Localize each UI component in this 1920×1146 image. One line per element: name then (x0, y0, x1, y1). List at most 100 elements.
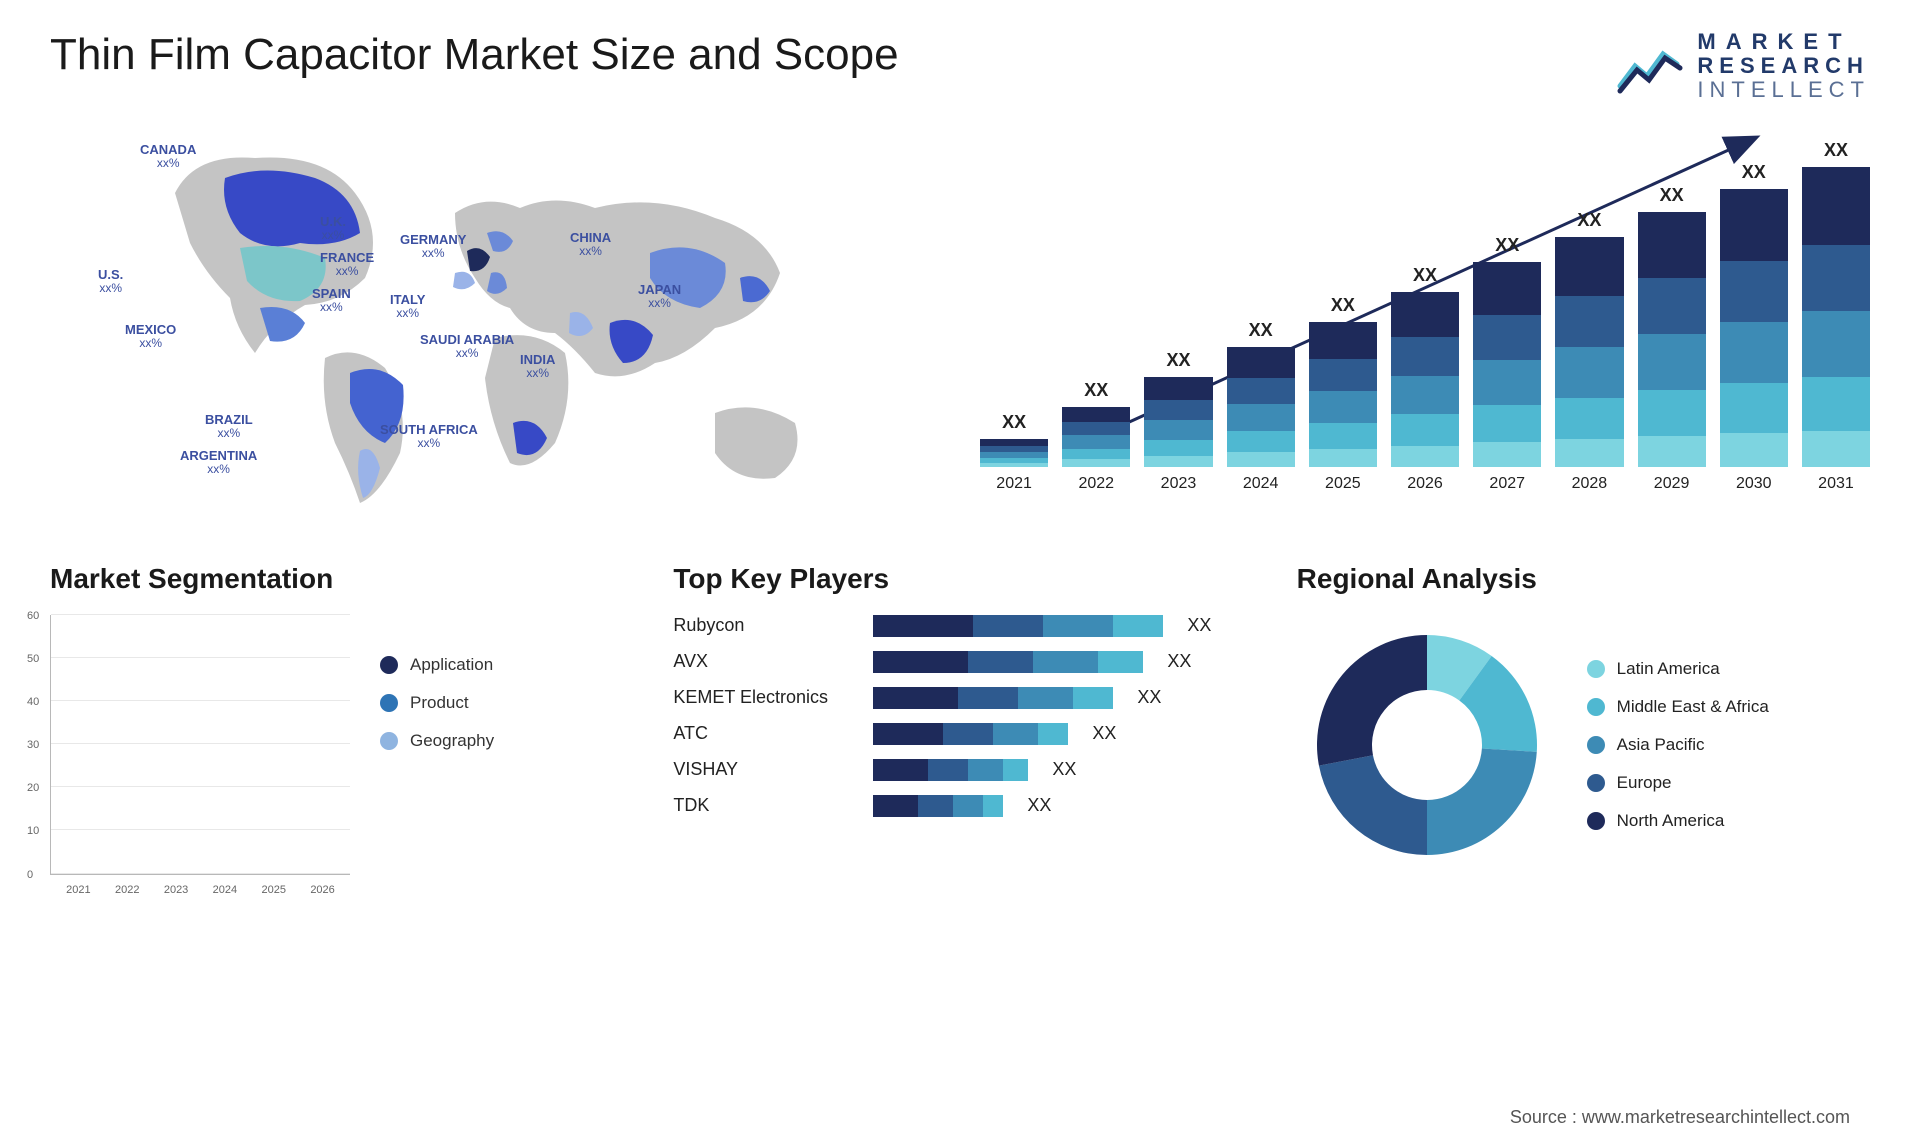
top-row: CANADAxx%U.S.xx%MEXICOxx%BRAZILxx%ARGENT… (50, 123, 1870, 523)
header: Thin Film Capacitor Market Size and Scop… (50, 30, 1870, 103)
key-player-bar (873, 759, 1028, 781)
segmentation-legend: Application Product Geography (380, 615, 494, 875)
growth-bar: XX 2021 (980, 412, 1048, 493)
legend-label: Application (410, 655, 493, 675)
key-player-bar (873, 615, 1163, 637)
growth-value-label: XX (1166, 350, 1190, 371)
country-label: ARGENTINAxx% (180, 449, 257, 476)
legend-item: Application (380, 655, 494, 675)
donut-segment (1427, 748, 1537, 855)
regional-donut (1297, 615, 1557, 875)
key-player-name: TDK (673, 795, 863, 816)
growth-value-label: XX (1002, 412, 1026, 433)
legend-label: North America (1617, 811, 1725, 831)
key-player-row: AVX XX (673, 651, 1246, 673)
growth-value-label: XX (1660, 185, 1684, 206)
key-player-row: KEMET Electronics XX (673, 687, 1246, 709)
regional-title: Regional Analysis (1297, 563, 1870, 595)
world-map-panel: CANADAxx%U.S.xx%MEXICOxx%BRAZILxx%ARGENT… (50, 123, 940, 523)
growth-bar: XX2024 (1227, 320, 1295, 493)
key-player-value: XX (1092, 723, 1116, 744)
y-tick-label: 30 (27, 739, 39, 751)
country-label: U.S.xx% (98, 268, 123, 295)
y-tick-label: 60 (27, 610, 39, 622)
growth-value-label: XX (1331, 295, 1355, 316)
segmentation-panel: Market Segmentation 20212022202320242025… (50, 563, 623, 875)
legend-item: Middle East & Africa (1587, 697, 1769, 717)
growth-value-label: XX (1577, 210, 1601, 231)
legend-swatch (1587, 774, 1605, 792)
growth-year-label: 2022 (1078, 475, 1114, 493)
legend-label: Latin America (1617, 659, 1720, 679)
logo-icon (1615, 36, 1685, 96)
country-label: SOUTH AFRICAxx% (380, 423, 478, 450)
growth-value-label: XX (1413, 265, 1437, 286)
growth-bar: XX 2022 (1062, 380, 1130, 493)
y-tick-label: 10 (27, 825, 39, 837)
logo-line-1: MARKET (1697, 30, 1870, 54)
key-player-name: KEMET Electronics (673, 687, 863, 708)
legend-swatch (1587, 698, 1605, 716)
country-label: JAPANxx% (638, 283, 681, 310)
growth-bar: XX 2027 (1473, 235, 1541, 493)
legend-item: Latin America (1587, 659, 1769, 679)
regional-panel: Regional Analysis Latin America Middle Ea… (1297, 563, 1870, 875)
legend-item: North America (1587, 811, 1769, 831)
country-label: GERMANYxx% (400, 233, 466, 260)
growth-year-label: 2023 (1161, 475, 1197, 493)
country-label: FRANCExx% (320, 251, 374, 278)
y-tick-label: 0 (27, 869, 33, 881)
x-tick-label: 2026 (303, 884, 342, 896)
key-player-value: XX (1187, 615, 1211, 636)
legend-item: Geography (380, 731, 494, 751)
growth-value-label: XX (1249, 320, 1273, 341)
growth-year-label: 2025 (1325, 475, 1361, 493)
x-tick-label: 2021 (59, 884, 98, 896)
key-player-name: Rubycon (673, 615, 863, 636)
country-label: CANADAxx% (140, 143, 196, 170)
key-players-panel: Top Key Players RubyconXXAVXXXKEMET Elec… (673, 563, 1246, 875)
growth-year-label: 2028 (1572, 475, 1608, 493)
growth-bar: XX 2029 (1638, 185, 1706, 493)
growth-value-label: XX (1824, 140, 1848, 161)
legend-label: Middle East & Africa (1617, 697, 1769, 717)
logo-line-3: INTELLECT (1697, 78, 1870, 102)
legend-label: Europe (1617, 773, 1672, 793)
key-player-value: XX (1052, 759, 1076, 780)
logo-text: MARKET RESEARCH INTELLECT (1697, 30, 1870, 103)
legend-item: Product (380, 693, 494, 713)
key-players-title: Top Key Players (673, 563, 1246, 595)
key-player-row: VISHAY XX (673, 759, 1246, 781)
growth-year-label: 2021 (996, 475, 1032, 493)
growth-year-label: 2029 (1654, 475, 1690, 493)
segmentation-title: Market Segmentation (50, 563, 623, 595)
legend-swatch (1587, 660, 1605, 678)
x-tick-label: 2025 (254, 884, 293, 896)
country-label: MEXICOxx% (125, 323, 176, 350)
growth-year-label: 2026 (1407, 475, 1443, 493)
country-label: U.K.xx% (320, 215, 346, 242)
legend-swatch (380, 732, 398, 750)
key-player-name: VISHAY (673, 759, 863, 780)
key-players-chart: RubyconXXAVXXXKEMET ElectronicsXXATCXXVI… (673, 615, 1246, 817)
key-player-name: AVX (673, 651, 863, 672)
key-player-value: XX (1167, 651, 1191, 672)
growth-value-label: XX (1495, 235, 1519, 256)
legend-item: Europe (1587, 773, 1769, 793)
key-player-value: XX (1137, 687, 1161, 708)
legend-swatch (380, 656, 398, 674)
key-player-bar (873, 795, 1003, 817)
legend-label: Asia Pacific (1617, 735, 1705, 755)
growth-year-label: 2027 (1489, 475, 1525, 493)
growth-bar: XX 2025 (1309, 295, 1377, 493)
segmentation-chart: 202120222023202420252026 0102030405060 (50, 615, 350, 875)
logo-line-2: RESEARCH (1697, 54, 1870, 78)
growth-chart: XX2021XX2022XX2023XX2024XX2025XX2026XX20… (980, 123, 1870, 523)
country-label: CHINAxx% (570, 231, 611, 258)
legend-swatch (1587, 812, 1605, 830)
growth-value-label: XX (1084, 380, 1108, 401)
key-player-row: TDKXX (673, 795, 1246, 817)
growth-year-label: 2030 (1736, 475, 1772, 493)
y-tick-label: 40 (27, 696, 39, 708)
growth-bar: XX 2023 (1144, 350, 1212, 493)
